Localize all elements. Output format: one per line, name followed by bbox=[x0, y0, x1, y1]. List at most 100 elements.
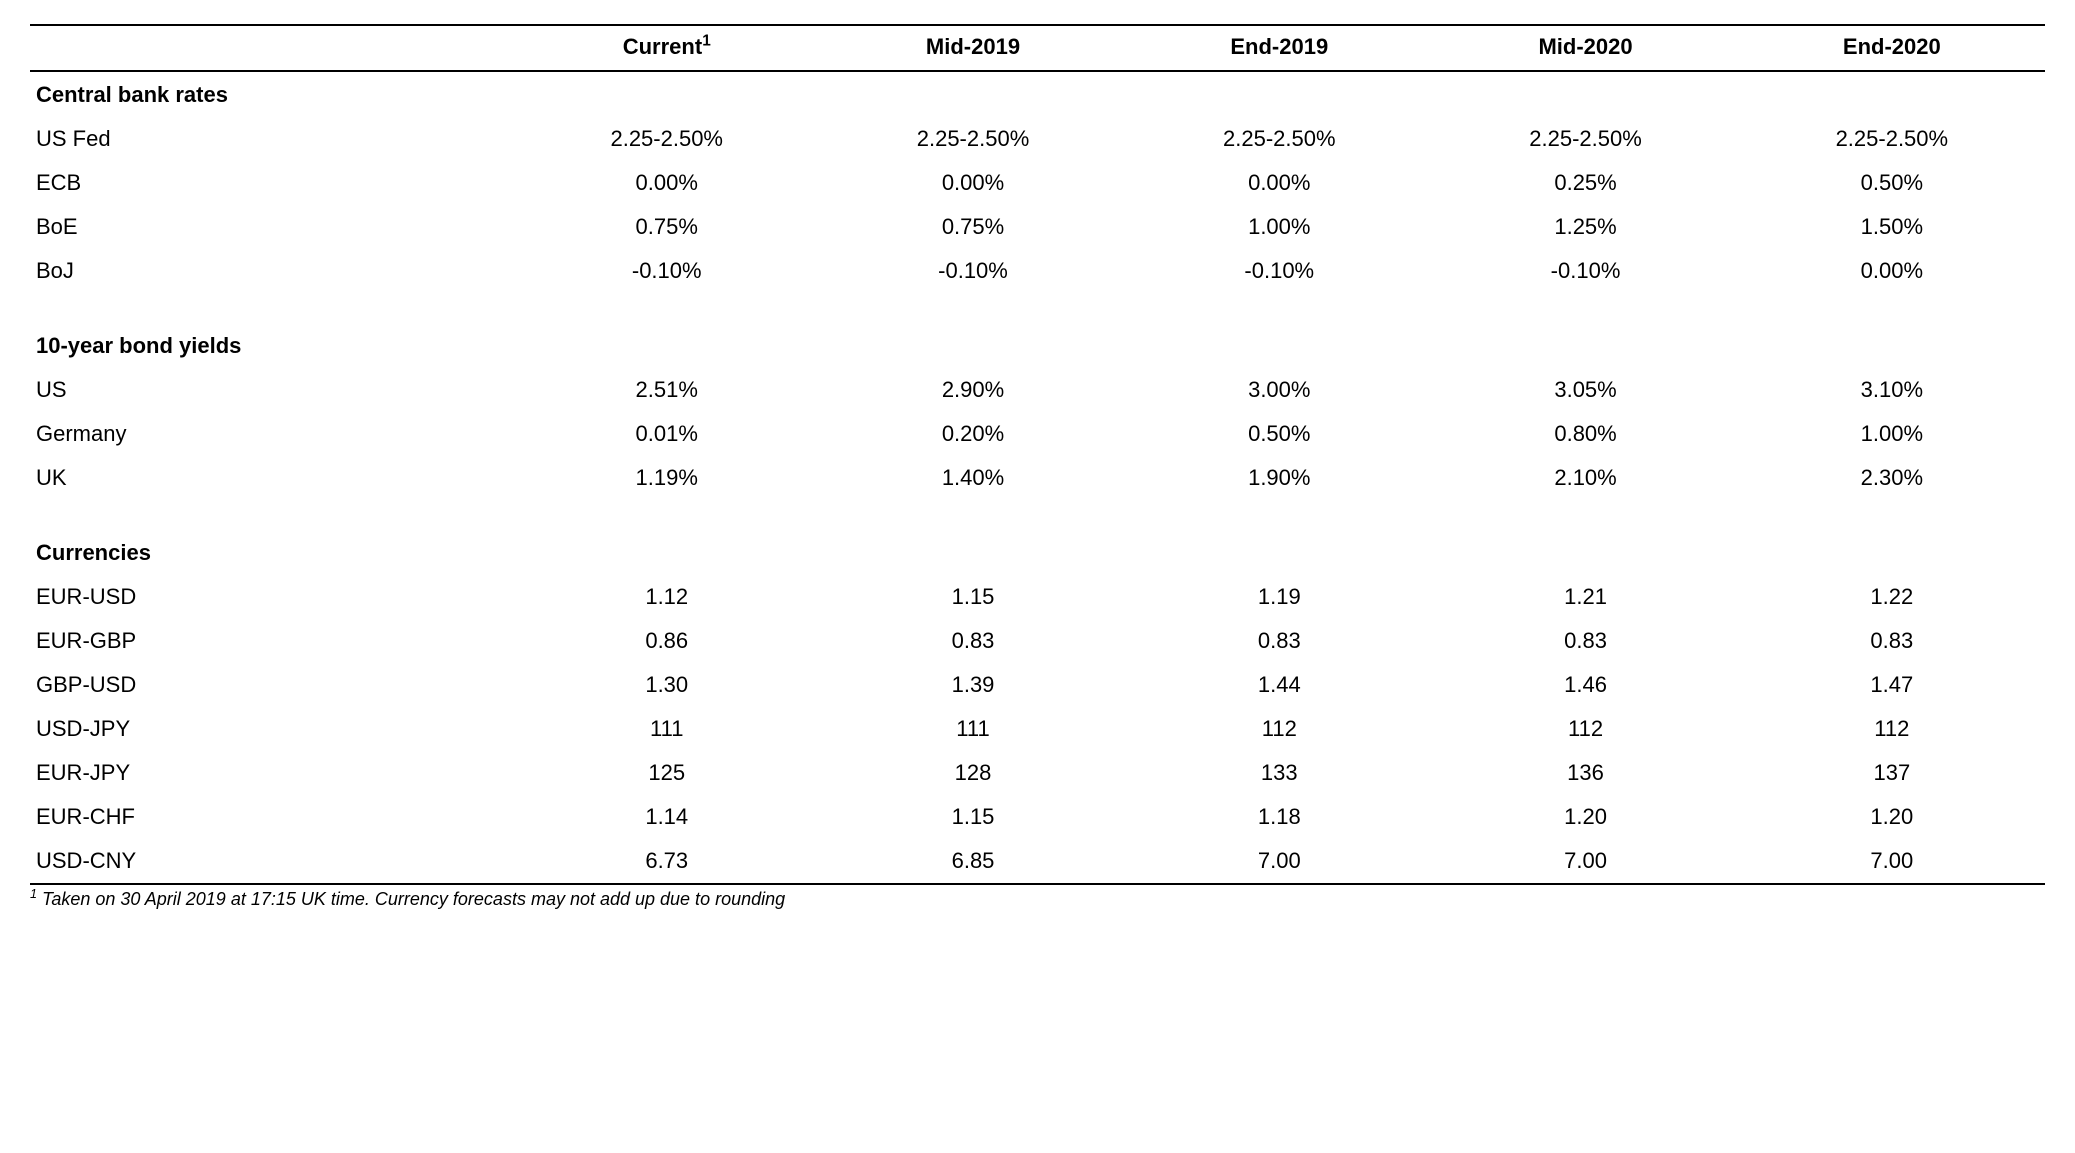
table-row: USD-CNY6.736.857.007.007.00 bbox=[30, 839, 2045, 884]
cell-value: 112 bbox=[1432, 707, 1738, 751]
row-label: GBP-USD bbox=[30, 663, 514, 707]
cell-value: 0.83 bbox=[1126, 619, 1432, 663]
section-header-row: Currencies bbox=[30, 528, 2045, 575]
column-header: Current1 bbox=[514, 25, 820, 71]
table-row: GBP-USD1.301.391.441.461.47 bbox=[30, 663, 2045, 707]
row-label: EUR-GBP bbox=[30, 619, 514, 663]
section-header-row: Central bank rates bbox=[30, 71, 2045, 117]
cell-value: -0.10% bbox=[1126, 249, 1432, 293]
section-header-row: 10-year bond yields bbox=[30, 321, 2045, 368]
cell-value: 0.00% bbox=[820, 161, 1126, 205]
cell-value: 0.80% bbox=[1432, 412, 1738, 456]
table-row: UK1.19%1.40%1.90%2.10%2.30% bbox=[30, 456, 2045, 500]
table-row: BoE0.75%0.75%1.00%1.25%1.50% bbox=[30, 205, 2045, 249]
cell-value: 2.90% bbox=[820, 368, 1126, 412]
column-header bbox=[30, 25, 514, 71]
table-body: Central bank ratesUS Fed2.25-2.50%2.25-2… bbox=[30, 71, 2045, 884]
cell-value: 1.22 bbox=[1739, 575, 2045, 619]
table-header: Current1 Mid-2019 End-2019 Mid-2020 End-2020 bbox=[30, 25, 2045, 71]
cell-value: 0.83 bbox=[1739, 619, 2045, 663]
cell-value: 1.44 bbox=[1126, 663, 1432, 707]
cell-value: 3.10% bbox=[1739, 368, 2045, 412]
cell-value: 1.90% bbox=[1126, 456, 1432, 500]
cell-value: 3.00% bbox=[1126, 368, 1432, 412]
cell-value: 1.20 bbox=[1739, 795, 2045, 839]
cell-value: 0.01% bbox=[514, 412, 820, 456]
section-title: 10-year bond yields bbox=[30, 321, 2045, 368]
footnote-marker: 1 bbox=[30, 887, 37, 901]
column-header-label: Mid-2019 bbox=[926, 34, 1020, 59]
cell-value: 125 bbox=[514, 751, 820, 795]
column-header: Mid-2020 bbox=[1432, 25, 1738, 71]
cell-value: 2.25-2.50% bbox=[820, 117, 1126, 161]
cell-value: 1.39 bbox=[820, 663, 1126, 707]
footnote-text: Taken on 30 April 2019 at 17:15 UK time.… bbox=[37, 889, 785, 909]
cell-value: 1.19 bbox=[1126, 575, 1432, 619]
cell-value: 111 bbox=[514, 707, 820, 751]
cell-value: 0.75% bbox=[514, 205, 820, 249]
section-title: Central bank rates bbox=[30, 71, 2045, 117]
cell-value: -0.10% bbox=[514, 249, 820, 293]
cell-value: 6.73 bbox=[514, 839, 820, 884]
cell-value: 111 bbox=[820, 707, 1126, 751]
cell-value: 2.25-2.50% bbox=[1126, 117, 1432, 161]
cell-value: 1.00% bbox=[1739, 412, 2045, 456]
column-header-label: Current bbox=[623, 34, 702, 59]
cell-value: 137 bbox=[1739, 751, 2045, 795]
cell-value: 136 bbox=[1432, 751, 1738, 795]
table-row: EUR-JPY125128133136137 bbox=[30, 751, 2045, 795]
cell-value: 1.46 bbox=[1432, 663, 1738, 707]
cell-value: 128 bbox=[820, 751, 1126, 795]
cell-value: 1.15 bbox=[820, 795, 1126, 839]
column-header-label: End-2020 bbox=[1843, 34, 1941, 59]
row-label: ECB bbox=[30, 161, 514, 205]
cell-value: 112 bbox=[1126, 707, 1432, 751]
cell-value: 1.21 bbox=[1432, 575, 1738, 619]
table-row: EUR-CHF1.141.151.181.201.20 bbox=[30, 795, 2045, 839]
cell-value: 1.12 bbox=[514, 575, 820, 619]
row-label: EUR-JPY bbox=[30, 751, 514, 795]
cell-value: 7.00 bbox=[1126, 839, 1432, 884]
section-spacer bbox=[30, 293, 2045, 321]
cell-value: 0.00% bbox=[514, 161, 820, 205]
row-label: US Fed bbox=[30, 117, 514, 161]
cell-value: 1.15 bbox=[820, 575, 1126, 619]
row-label: USD-JPY bbox=[30, 707, 514, 751]
cell-value: 1.40% bbox=[820, 456, 1126, 500]
table-row: EUR-USD1.121.151.191.211.22 bbox=[30, 575, 2045, 619]
cell-value: 1.25% bbox=[1432, 205, 1738, 249]
cell-value: 1.00% bbox=[1126, 205, 1432, 249]
cell-value: 1.50% bbox=[1739, 205, 2045, 249]
cell-value: 7.00 bbox=[1432, 839, 1738, 884]
cell-value: 1.18 bbox=[1126, 795, 1432, 839]
cell-value: 112 bbox=[1739, 707, 2045, 751]
cell-value: 7.00 bbox=[1739, 839, 2045, 884]
row-label: Germany bbox=[30, 412, 514, 456]
cell-value: 2.25-2.50% bbox=[1432, 117, 1738, 161]
column-header: Mid-2019 bbox=[820, 25, 1126, 71]
section-spacer bbox=[30, 500, 2045, 528]
cell-value: -0.10% bbox=[820, 249, 1126, 293]
column-header-label: Mid-2020 bbox=[1538, 34, 1632, 59]
table-row: ECB0.00%0.00%0.00%0.25%0.50% bbox=[30, 161, 2045, 205]
column-header: End-2019 bbox=[1126, 25, 1432, 71]
cell-value: 0.50% bbox=[1739, 161, 2045, 205]
forecast-table: Current1 Mid-2019 End-2019 Mid-2020 End-2020… bbox=[30, 24, 2045, 885]
column-header-label: End-2019 bbox=[1230, 34, 1328, 59]
cell-value: 0.83 bbox=[820, 619, 1126, 663]
footnote: 1 Taken on 30 April 2019 at 17:15 UK tim… bbox=[30, 885, 2045, 910]
cell-value: 6.85 bbox=[820, 839, 1126, 884]
column-header: End-2020 bbox=[1739, 25, 2045, 71]
cell-value: 0.50% bbox=[1126, 412, 1432, 456]
row-label: US bbox=[30, 368, 514, 412]
cell-value: 0.83 bbox=[1432, 619, 1738, 663]
cell-value: 2.30% bbox=[1739, 456, 2045, 500]
table-header-row: Current1 Mid-2019 End-2019 Mid-2020 End-2020 bbox=[30, 25, 2045, 71]
cell-value: -0.10% bbox=[1432, 249, 1738, 293]
cell-value: 2.10% bbox=[1432, 456, 1738, 500]
row-label: USD-CNY bbox=[30, 839, 514, 884]
row-label: EUR-USD bbox=[30, 575, 514, 619]
cell-value: 1.19% bbox=[514, 456, 820, 500]
cell-value: 133 bbox=[1126, 751, 1432, 795]
table-row: US Fed2.25-2.50%2.25-2.50%2.25-2.50%2.25… bbox=[30, 117, 2045, 161]
